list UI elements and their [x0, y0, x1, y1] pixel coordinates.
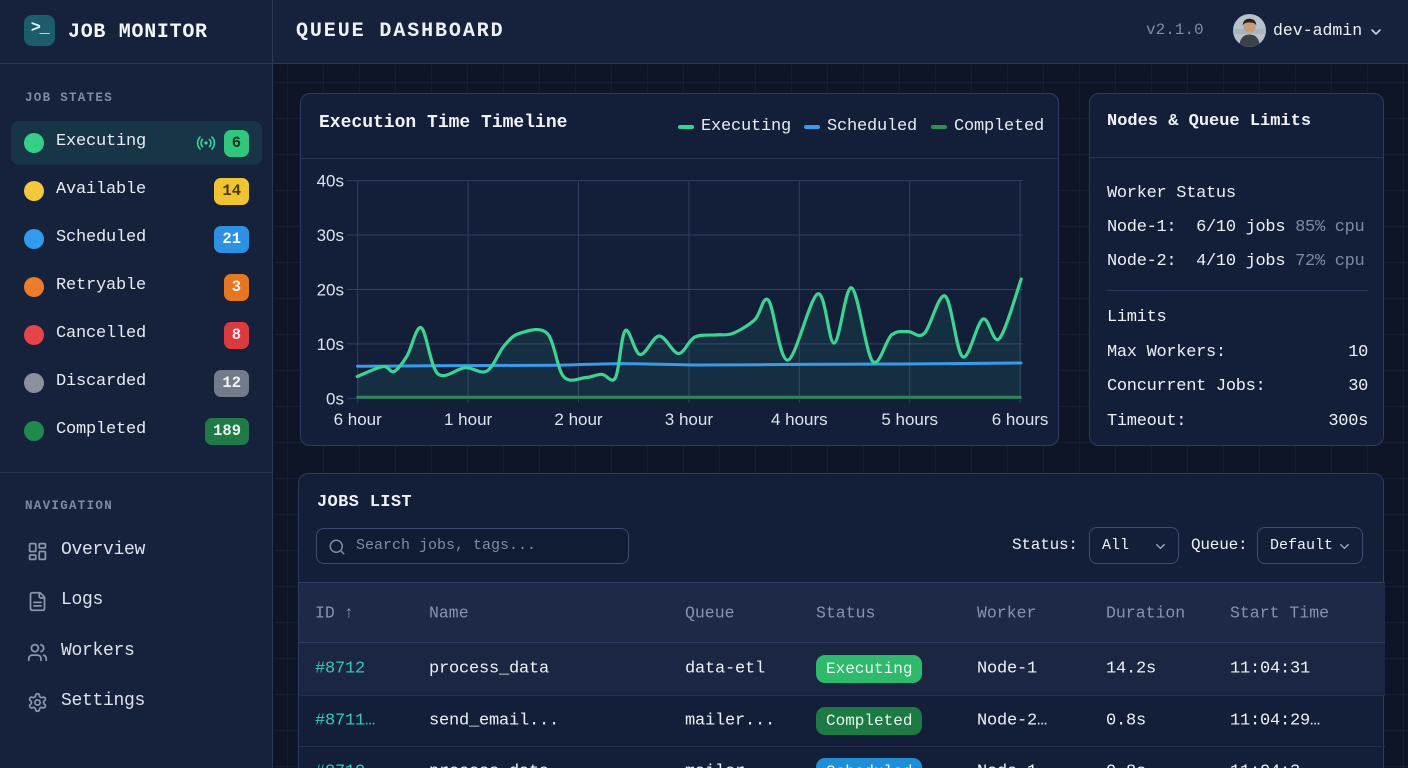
svg-text:3 hour: 3 hour	[665, 410, 714, 429]
svg-text:2 hour: 2 hour	[554, 410, 603, 429]
svg-text:10s: 10s	[317, 335, 344, 354]
svg-text:4 hours: 4 hours	[771, 410, 828, 429]
svg-text:6 hour: 6 hour	[334, 410, 383, 429]
svg-text:6 hours: 6 hours	[992, 410, 1049, 429]
svg-text:30s: 30s	[317, 226, 344, 245]
svg-text:0s: 0s	[326, 389, 344, 408]
svg-text:1 hour: 1 hour	[444, 410, 493, 429]
svg-text:5 hours: 5 hours	[881, 410, 938, 429]
svg-text:20s: 20s	[317, 281, 344, 300]
svg-text:40s: 40s	[317, 172, 344, 191]
